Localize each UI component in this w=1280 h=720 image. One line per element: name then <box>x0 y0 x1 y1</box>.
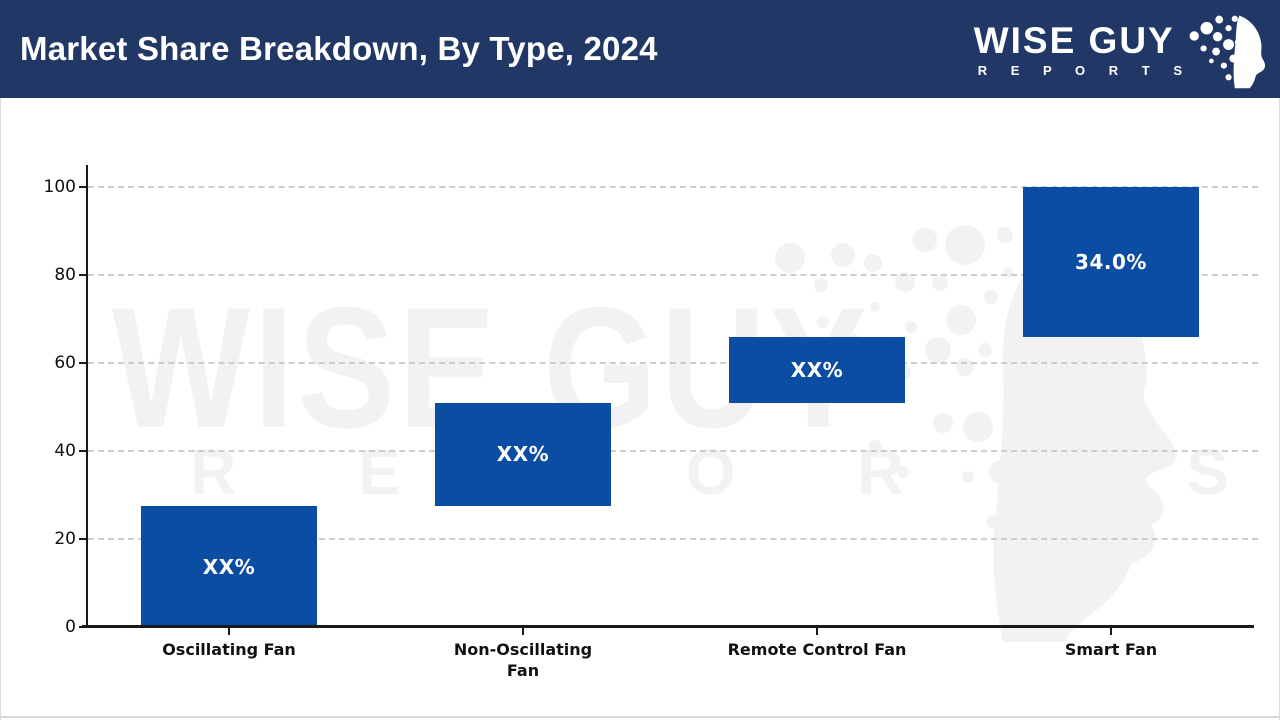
y-tick-label-80: 80 <box>54 265 76 285</box>
bar-value-label: XX% <box>790 357 844 382</box>
y-tick-label-40: 40 <box>54 441 76 461</box>
y-tick-mark-0 <box>79 626 87 628</box>
gridline-20 <box>88 538 1258 540</box>
y-tick-mark-80 <box>79 274 87 276</box>
face-profile-dots-icon <box>1189 15 1266 89</box>
gridline-100 <box>88 186 1258 188</box>
y-tick-label-0: 0 <box>65 617 76 637</box>
page-title: Market Share Breakdown, By Type, 2024 <box>20 30 658 67</box>
category-label-0: Oscillating Fan <box>162 640 296 659</box>
y-tick-mark-100 <box>79 186 87 188</box>
category-label-3: Smart Fan <box>1064 640 1158 659</box>
border-bottom <box>0 716 1280 718</box>
category-label-2: Remote Control Fan <box>727 640 907 659</box>
gridline-80 <box>88 274 1258 276</box>
header-band: Market Share Breakdown, By Type, 2024 WI… <box>0 0 1280 98</box>
bar-value-label: XX% <box>202 554 256 579</box>
face-profile-dots-watermark <box>775 225 1178 642</box>
plot-area: XX% XX% XX% 34.0% <box>82 186 1258 627</box>
x-tick-mark-0 <box>228 628 230 635</box>
logo-text: WISE GUY R E P O R T S <box>974 22 1192 78</box>
y-tick-label-100: 100 <box>43 177 76 197</box>
border-left <box>0 98 1 720</box>
gridline-60 <box>88 362 1258 364</box>
bar-oscillating-fan: XX% <box>141 506 317 627</box>
x-axis-line <box>82 625 1254 628</box>
bar-remote-control-fan: XX% <box>729 336 905 403</box>
y-tick-mark-60 <box>79 362 87 364</box>
bar-non-oscillating-fan: XX% <box>435 402 611 506</box>
y-axis-line <box>86 165 88 627</box>
x-tick-mark-3 <box>1110 628 1112 635</box>
gridline-40 <box>88 450 1258 452</box>
category-label-1: Non-Oscillating Fan <box>453 640 593 680</box>
y-tick-mark-20 <box>79 538 87 540</box>
y-tick-mark-40 <box>79 450 87 452</box>
wise-guy-logo: WISE GUY R E P O R T S <box>974 10 1266 90</box>
bar-value-label: 34.0% <box>1075 249 1147 274</box>
bar-smart-fan: 34.0% <box>1023 187 1199 337</box>
bar-value-label: XX% <box>496 442 550 467</box>
x-tick-mark-2 <box>816 628 818 635</box>
logo-subtitle: R E P O R T S <box>977 63 1192 78</box>
y-tick-label-20: 20 <box>54 529 76 549</box>
x-tick-mark-1 <box>522 628 524 635</box>
logo-wordmark: WISE GUY <box>973 20 1175 61</box>
y-tick-label-60: 60 <box>54 353 76 373</box>
